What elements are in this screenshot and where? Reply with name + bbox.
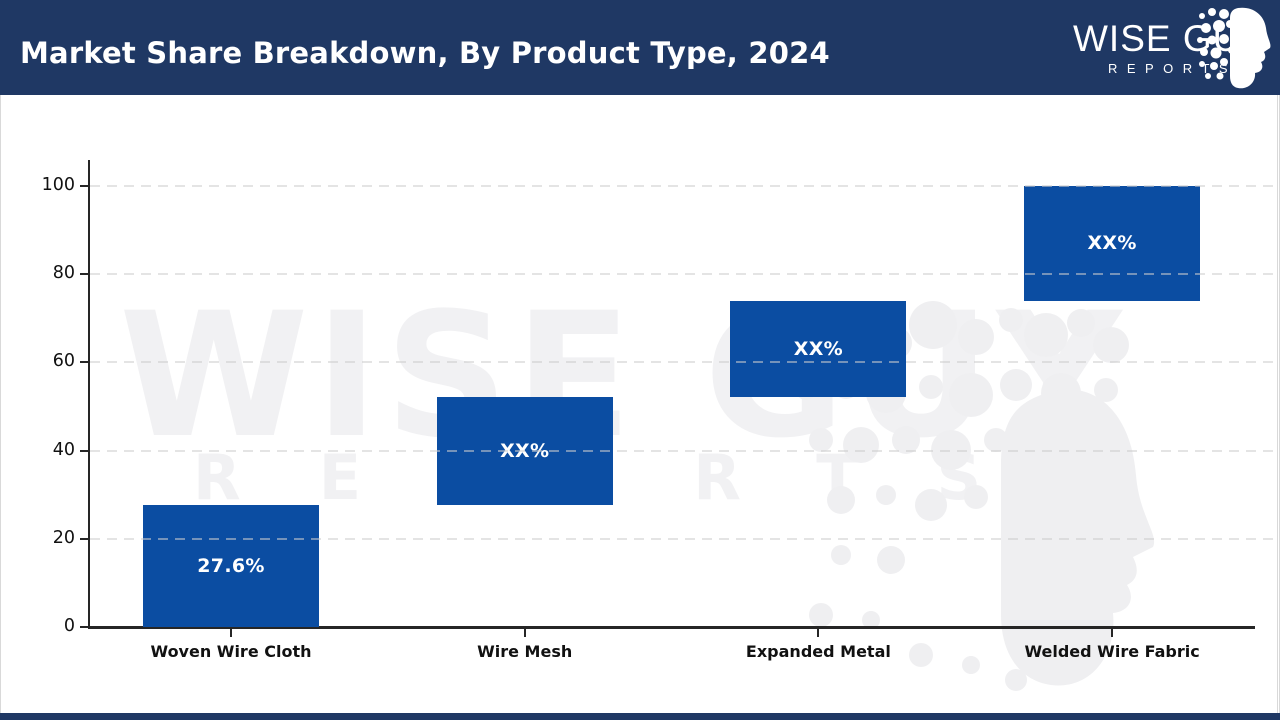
grid-line: [90, 361, 1277, 364]
y-tick-label: 60: [52, 351, 75, 372]
y-tick-label: 20: [52, 527, 75, 548]
grid-line: [90, 449, 1277, 452]
bar-value-label: XX%: [1087, 232, 1137, 255]
y-tick-label: 0: [63, 616, 75, 636]
page-title: Market Share Breakdown, By Product Type,…: [20, 36, 830, 70]
x-tick-mark: [1111, 629, 1114, 637]
x-category-label: Welded Wire Fabric: [1024, 642, 1200, 661]
y-tick-mark: [80, 273, 88, 276]
x-tick-mark: [230, 629, 232, 637]
x-axis-line: [88, 626, 1255, 629]
bar-value-label: 27.6%: [197, 555, 265, 578]
logo-head-icon: [1197, 7, 1271, 89]
grid-line: [90, 273, 1277, 276]
grid-line: [90, 185, 1277, 187]
grid-line: [90, 537, 1277, 540]
chart-area: WISE GUY REPORTS: [0, 95, 1280, 713]
x-tick-mark: [817, 629, 820, 637]
logo-subtitle: REPORTS: [1107, 61, 1238, 76]
x-category-label: Wire Mesh: [477, 642, 573, 661]
y-tick-mark: [80, 449, 88, 452]
wise-guy-reports-logo: WISE GUY REPORTS: [1018, 4, 1271, 92]
watermark-head-icon: [796, 301, 1155, 691]
y-axis-line: [88, 160, 90, 628]
y-tick-label: 40: [52, 439, 75, 460]
y-tick-label: 80: [52, 263, 75, 284]
header-bar: Market Share Breakdown, By Product Type,…: [0, 0, 1280, 95]
bar: XX%: [1024, 186, 1201, 301]
x-tick-mark: [523, 629, 526, 637]
y-tick-mark: [80, 537, 88, 540]
x-category-label: Expanded Metal: [745, 642, 891, 661]
bar: XX%: [730, 300, 907, 398]
x-category-label: Woven Wire Cloth: [150, 642, 312, 661]
bar-value-label: XX%: [793, 337, 844, 360]
bar: 27.6%: [143, 505, 319, 627]
footer-bar: [0, 713, 1280, 720]
y-tick-mark: [80, 361, 88, 364]
y-tick-mark: [80, 626, 88, 628]
y-tick-label: 100: [41, 175, 75, 195]
y-tick-mark: [80, 185, 88, 187]
right-border-line: [1277, 95, 1278, 713]
